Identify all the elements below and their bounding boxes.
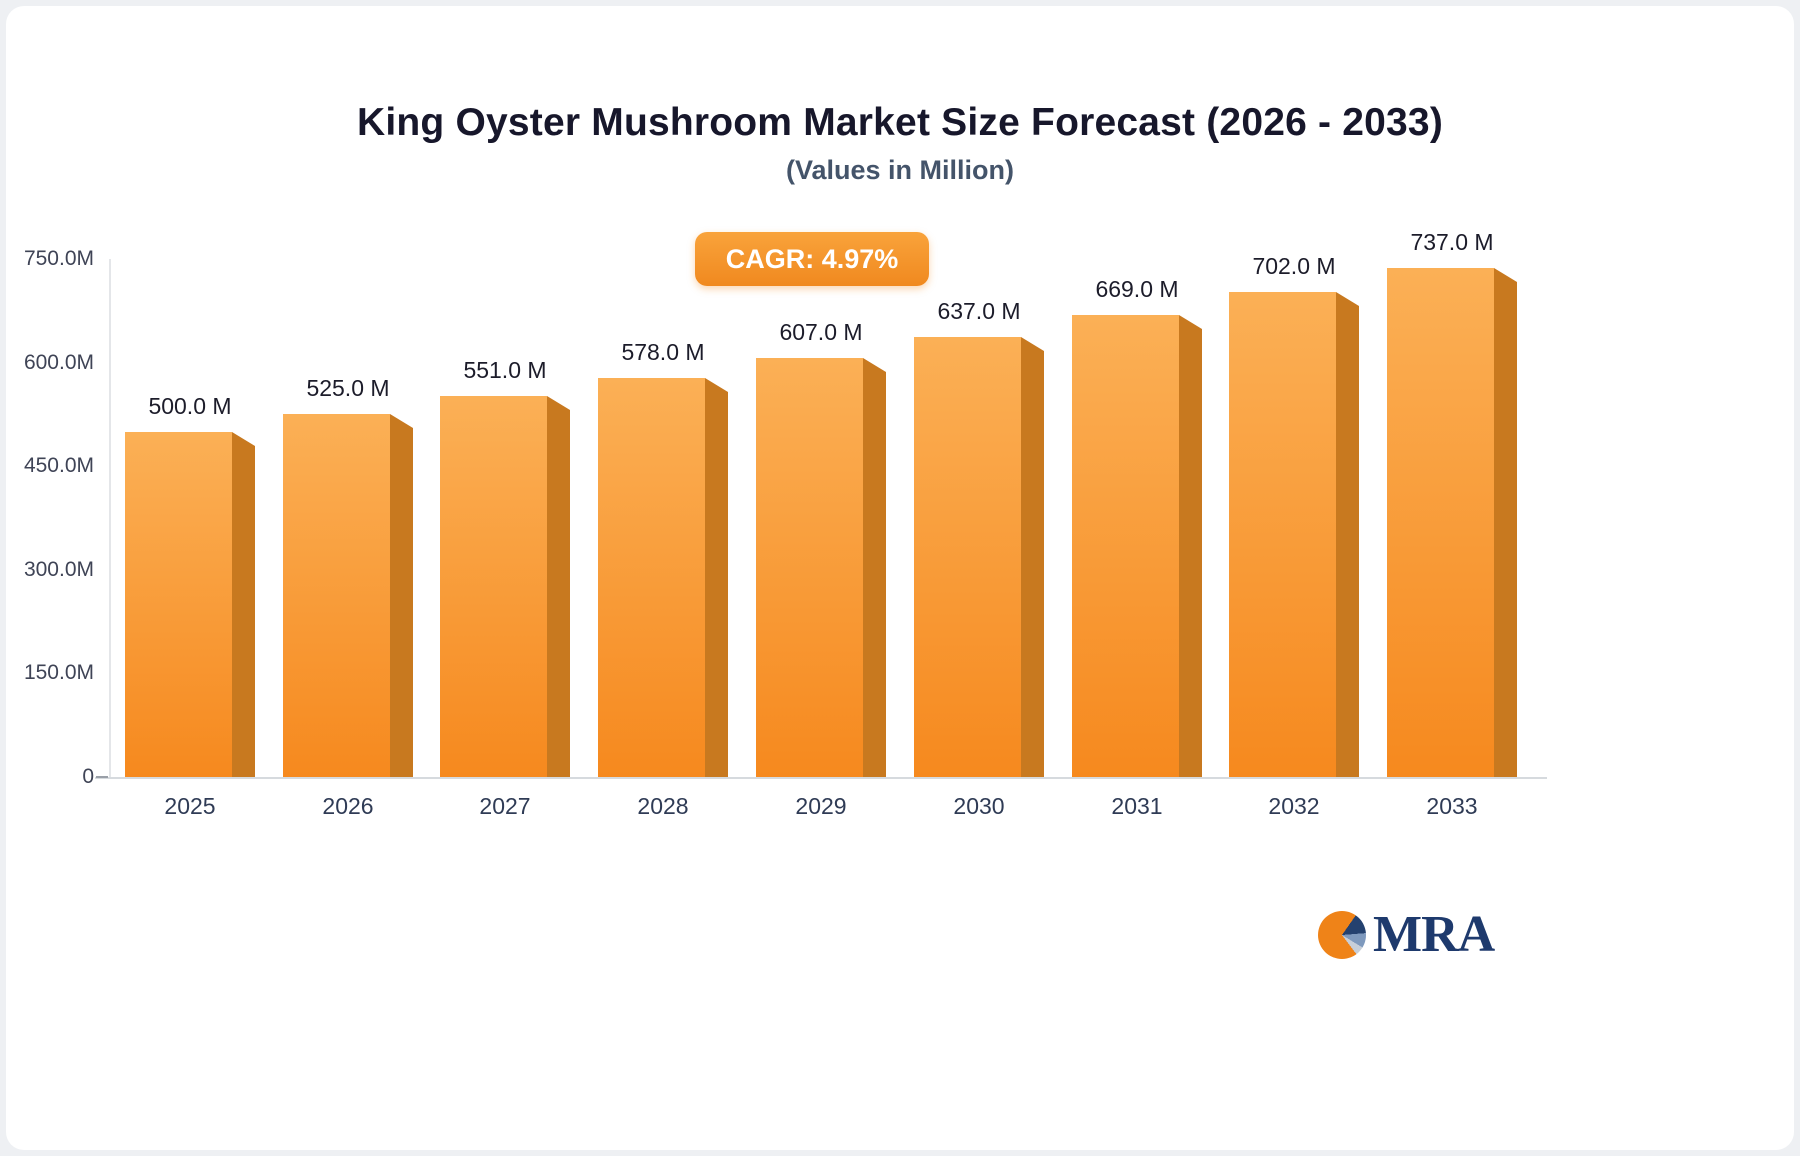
bar-2031[interactable] <box>1072 315 1202 777</box>
bar-front-face <box>1072 315 1179 777</box>
bar-value-label: 551.0 M <box>463 357 547 383</box>
bar-value-label: 737.0 M <box>1410 229 1494 255</box>
x-axis-tick-label: 2033 <box>1426 793 1478 819</box>
bar-front-face <box>756 358 863 777</box>
chart-subtitle: (Values in Million) <box>785 155 1015 185</box>
x-axis-tick-label: 2029 <box>795 793 847 819</box>
bar-front-face <box>283 414 390 777</box>
bar-front-face <box>1387 268 1494 777</box>
y-axis-tick-label: 150.0M <box>23 661 94 685</box>
bar-2030[interactable] <box>914 337 1044 777</box>
bar-side-face <box>1021 337 1044 777</box>
bar-front-face <box>1229 292 1336 777</box>
y-axis-tick-label: 750.0M <box>23 247 94 270</box>
bar-side-face <box>705 378 728 777</box>
y-axis-tick-label: 600.0M <box>23 350 94 374</box>
bar-value-label: 702.0 M <box>1252 253 1336 279</box>
x-axis-tick-label: 2031 <box>1111 793 1163 819</box>
bar-side-face <box>1336 292 1359 777</box>
bar-value-label: 500.0 M <box>148 393 232 419</box>
plot-area: 0 150.0M 300.0M 450.0M 600.0M 750.0M 500.0 M 20… <box>24 229 1547 819</box>
bar-value-label: 578.0 M <box>621 339 705 365</box>
x-axis-tick-label: 2028 <box>637 793 689 819</box>
bar-side-face <box>1494 268 1517 777</box>
bar-value-label: 669.0 M <box>1095 276 1179 302</box>
bar-front-face <box>914 337 1021 777</box>
zero-tick-mark <box>96 776 108 778</box>
bar-2032[interactable] <box>1229 292 1359 777</box>
x-axis-tick-label: 2026 <box>322 793 374 819</box>
cagr-badge: CAGR: 4.97% <box>695 232 929 286</box>
x-axis-tick-label: 2027 <box>479 793 531 819</box>
y-axis-tick-label: 450.0M <box>23 454 94 478</box>
mra-pie-logo-icon <box>1318 911 1366 959</box>
bar-value-label: 607.0 M <box>779 319 863 345</box>
y-axis-tick-label: 300.0M <box>23 557 94 581</box>
x-axis-tick-label: 2030 <box>953 793 1005 819</box>
bar-2033[interactable] <box>1387 268 1517 777</box>
bar-2027[interactable] <box>440 396 570 777</box>
bar-front-face <box>125 432 232 777</box>
bar-side-face <box>547 396 570 777</box>
bar-2025[interactable] <box>125 432 255 777</box>
y-axis-tick-label: 0 <box>82 765 94 788</box>
chart-card: King Oyster Mushroom Market Size Forecas… <box>6 6 1794 1150</box>
bar-side-face <box>1179 315 1202 777</box>
bar-value-label: 637.0 M <box>937 298 1021 324</box>
bar-side-face <box>232 432 255 777</box>
bar-side-face <box>863 358 886 777</box>
bar-2029[interactable] <box>756 358 886 777</box>
x-axis-line <box>95 777 1547 779</box>
bar-side-face <box>390 414 413 777</box>
x-axis-tick-label: 2025 <box>164 793 216 819</box>
bar-front-face <box>440 396 547 777</box>
x-axis-tick-label: 2032 <box>1268 793 1320 819</box>
bar-front-face <box>598 378 705 777</box>
chart-title: King Oyster Mushroom Market Size Forecas… <box>356 101 1444 144</box>
bar-2026[interactable] <box>283 414 413 777</box>
y-axis-line <box>109 259 111 777</box>
mra-logo-text: MRA <box>1373 906 1495 963</box>
bar-2028[interactable] <box>598 378 728 777</box>
bar-value-label: 525.0 M <box>306 375 390 401</box>
mra-logo: MRA <box>1318 906 1495 963</box>
